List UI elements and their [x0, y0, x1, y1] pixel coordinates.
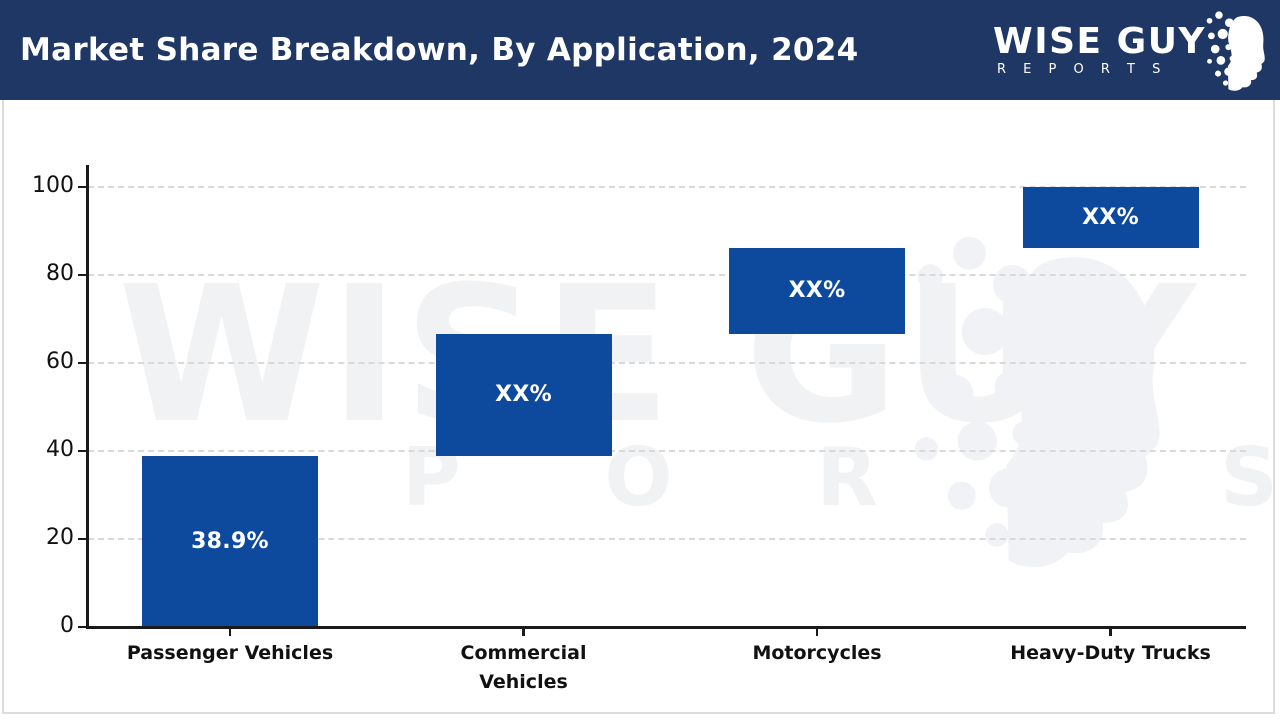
category-label: Commercial Vehicles [460, 642, 587, 694]
bar-value-label: 38.9% [191, 528, 269, 554]
chart-title: Market Share Breakdown, By Application, … [20, 32, 859, 68]
y-tick-label: 60 [46, 349, 74, 374]
x-tick-mark [228, 628, 232, 636]
gridline [88, 538, 1246, 540]
y-tick-label: 40 [46, 437, 74, 462]
bar: XX% [1022, 187, 1199, 249]
bar-value-label: XX% [1082, 205, 1139, 231]
y-tick-label: 80 [46, 261, 74, 286]
bar-value-label: XX% [495, 382, 552, 408]
y-tick-label: 0 [60, 613, 74, 638]
logo-line1: WISE GUY [992, 21, 1206, 63]
logo-head-icon [1206, 11, 1265, 91]
y-tick-mark [78, 362, 88, 365]
wiseguy-logo: WISE GUY R E P O R T S [993, 4, 1268, 96]
x-axis-line [86, 626, 1246, 629]
bar-value-label: XX% [788, 278, 846, 304]
x-tick-mark [1109, 628, 1112, 636]
bar: XX% [729, 248, 905, 334]
y-tick-mark [78, 450, 88, 453]
y-tick-mark [78, 274, 88, 277]
x-tick-mark [815, 628, 819, 636]
category-label: Passenger Vehicles [126, 642, 334, 664]
gridline [88, 186, 1246, 188]
y-tick-label: 20 [46, 525, 74, 550]
x-tick-mark [522, 628, 525, 636]
category-label: Motorcycles [752, 642, 882, 664]
gridline [88, 450, 1246, 452]
category-label: Heavy-Duty Trucks [1010, 642, 1211, 664]
gridline [88, 362, 1246, 364]
y-tick-mark [78, 186, 88, 189]
logo-line2: R E P O R T S [996, 61, 1167, 77]
bar: 38.9% [142, 455, 318, 627]
y-tick-mark [78, 626, 88, 629]
bar: XX% [435, 333, 612, 456]
logo-text: WISE GUY R E P O R T S [993, 23, 1206, 77]
gridline [88, 274, 1246, 276]
header-bar: Market Share Breakdown, By Application, … [0, 0, 1280, 100]
y-tick-label: 100 [32, 173, 74, 198]
y-tick-mark [78, 538, 88, 541]
y-axis-line [86, 165, 89, 629]
